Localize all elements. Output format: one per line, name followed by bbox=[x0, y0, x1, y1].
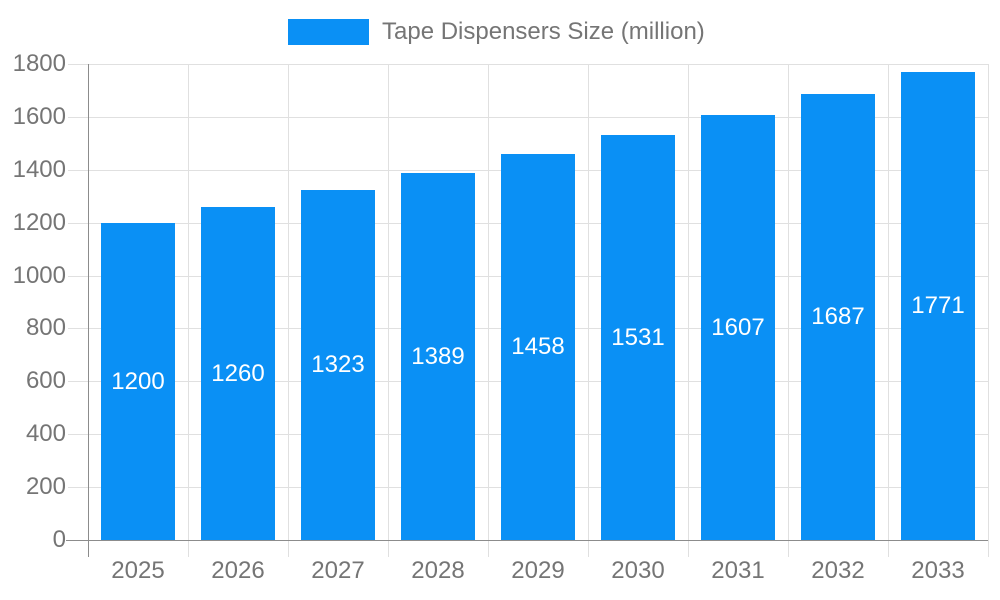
x-axis-tick-label: 2029 bbox=[511, 557, 565, 584]
bar: 1771 bbox=[901, 72, 975, 540]
y-axis-line bbox=[88, 64, 89, 557]
x-axis-tick-label: 2028 bbox=[411, 557, 465, 584]
bar-value-label: 1607 bbox=[711, 313, 765, 341]
y-axis-tick-label: 1000 bbox=[12, 262, 66, 289]
gridline-vertical bbox=[388, 64, 389, 557]
bar-value-label: 1323 bbox=[311, 351, 365, 378]
bar-value-label: 1200 bbox=[111, 367, 165, 395]
bar: 1389 bbox=[401, 173, 475, 540]
y-axis-tick-label: 1400 bbox=[12, 156, 66, 183]
legend-swatch-icon bbox=[288, 19, 369, 45]
bar: 1200 bbox=[101, 223, 175, 540]
bar-value-label: 1260 bbox=[211, 359, 265, 387]
bar-value-label: 1687 bbox=[811, 303, 865, 330]
bar-value-label: 1531 bbox=[611, 323, 665, 351]
y-axis-tick-label: 1800 bbox=[12, 50, 66, 77]
gridline-vertical bbox=[288, 64, 289, 557]
bar: 1607 bbox=[701, 115, 775, 540]
y-axis-tick-label: 1200 bbox=[12, 209, 66, 236]
bar: 1260 bbox=[201, 207, 275, 540]
y-axis-tick-label: 800 bbox=[25, 314, 66, 341]
gridline-horizontal bbox=[68, 116, 988, 118]
bar-value-label: 1389 bbox=[411, 342, 465, 370]
x-axis-tick-label: 2025 bbox=[111, 557, 165, 584]
bar: 1531 bbox=[601, 135, 675, 540]
gridline-vertical bbox=[888, 64, 889, 557]
x-axis-tick-label: 2027 bbox=[311, 557, 365, 584]
x-axis-tick-label: 2031 bbox=[711, 557, 765, 584]
bar: 1323 bbox=[301, 190, 375, 540]
gridline-vertical bbox=[588, 64, 589, 557]
gridline-vertical bbox=[188, 64, 189, 557]
gridline-vertical bbox=[988, 64, 989, 557]
x-axis-tick-label: 2033 bbox=[911, 557, 965, 584]
y-axis-tick-label: 600 bbox=[25, 367, 66, 394]
legend-label: Tape Dispensers Size (million) bbox=[382, 18, 705, 45]
x-axis-line bbox=[66, 539, 988, 541]
gridline-vertical bbox=[788, 64, 789, 557]
x-axis-tick-label: 2032 bbox=[811, 557, 865, 584]
y-axis-tick-label: 1600 bbox=[12, 103, 66, 130]
x-axis-tick-label: 2026 bbox=[211, 557, 265, 584]
bar: 1687 bbox=[801, 94, 875, 540]
y-axis-tick-label: 400 bbox=[25, 420, 66, 447]
gridline-vertical bbox=[488, 64, 489, 557]
bar: 1458 bbox=[501, 154, 575, 540]
y-axis-tick-label: 200 bbox=[25, 473, 66, 500]
gridline-horizontal bbox=[68, 63, 988, 65]
y-axis-tick-label: 0 bbox=[52, 526, 66, 553]
bar-value-label: 1458 bbox=[511, 333, 565, 360]
gridline-vertical bbox=[688, 64, 689, 557]
bar-value-label: 1771 bbox=[911, 292, 965, 319]
x-axis-tick-label: 2030 bbox=[611, 557, 665, 584]
